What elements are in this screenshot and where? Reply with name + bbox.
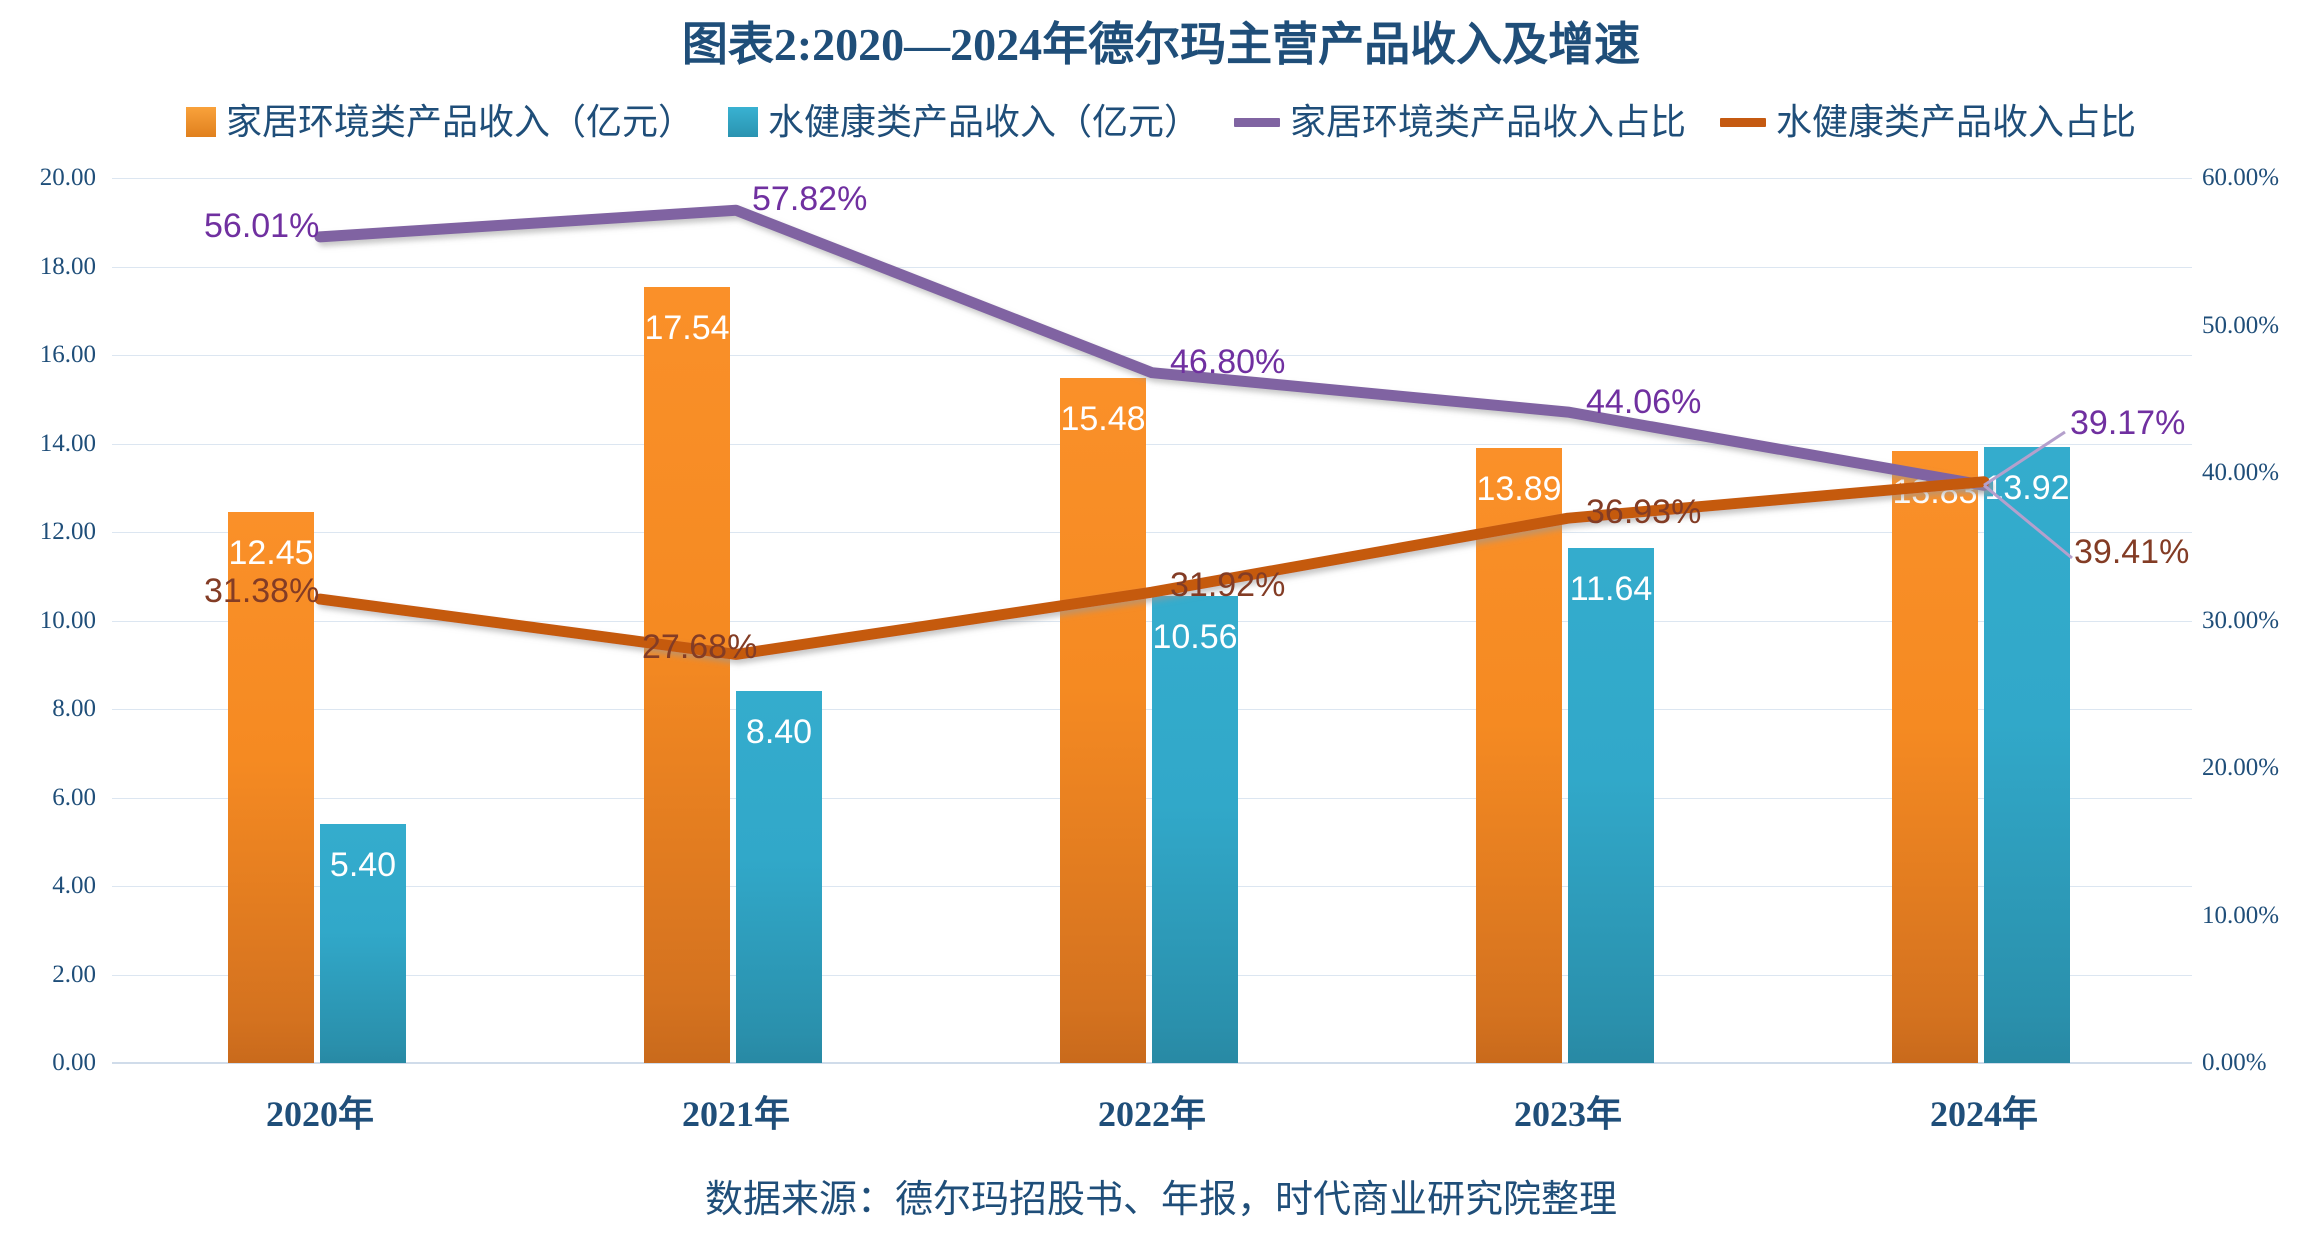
legend-swatch-square-orange (185, 107, 216, 137)
chart-legend: 家居环境类产品收入（亿元） 水健康类产品收入（亿元） 家居环境类产品收入占比 水… (0, 104, 2322, 140)
left-axis-tick: 14.00 (39, 429, 96, 457)
bar-value-label: 17.54 (644, 308, 730, 347)
gridline (112, 178, 2192, 179)
right-axis-tick: 60.00% (2202, 164, 2280, 191)
axis-baseline (112, 1062, 2192, 1064)
line-label-brown-2021: 27.68% (642, 628, 758, 666)
bar-value-label: 13.89 (1476, 470, 1562, 509)
legend-item-water-health-revenue[interactable]: 水健康类产品收入（亿元） (727, 102, 1200, 142)
legend-swatch-square-blue (727, 107, 758, 137)
right-axis-tick: 50.00% (2202, 311, 2280, 339)
bar-value-label: 5.40 (329, 846, 397, 885)
x-axis-label-2024: 2024年 (1929, 1094, 2038, 1134)
bar-blue-2023[interactable]: 11.64 (1568, 547, 1654, 1063)
left-axis-tick: 8.00 (52, 695, 96, 722)
right-axis-tick: 0.00% (2202, 1049, 2267, 1076)
legend-item-home-environment-share[interactable]: 家居环境类产品收入占比 (1234, 104, 1686, 140)
gridline (112, 532, 2192, 533)
bar-orange-2021[interactable]: 17.54 (644, 286, 730, 1063)
left-axis-tick: 10.00 (39, 606, 96, 634)
legend-swatch-line-purple (1234, 117, 1280, 127)
line-label-purple-2020: 56.01% (204, 207, 320, 245)
bar-value-label: 11.64 (1569, 569, 1653, 608)
line-label-brown-2023: 36.93% (1586, 493, 1702, 531)
legend-item-water-health-share[interactable]: 水健康类产品收入占比 (1720, 104, 2136, 140)
legend-item-home-environment-revenue[interactable]: 家居环境类产品收入（亿元） (185, 102, 694, 142)
left-axis-tick: 4.00 (52, 872, 96, 899)
left-axis-tick: 0.00 (52, 1049, 96, 1076)
bar-value-label: 12.45 (228, 534, 314, 573)
right-axis-tick: 40.00% (2202, 459, 2280, 486)
left-axis-tick: 2.00 (52, 960, 96, 988)
legend-label: 家居环境类产品收入（亿元） (225, 102, 694, 142)
gridline (112, 355, 2192, 356)
line-water-health-share[interactable] (314, 476, 1990, 660)
left-axis-tick: 12.00 (39, 518, 96, 545)
x-axis-label-2023: 2023年 (1513, 1094, 1622, 1134)
line-series-layer (314, 204, 2073, 660)
plot-area: 12.45 5.40 17.54 8.40 15.48 10.56 13.89 … (112, 178, 2192, 1064)
bar-value-label: 8.40 (745, 713, 813, 752)
line-label-purple-2021: 57.82% (752, 180, 868, 218)
bar-blue-2021[interactable]: 8.40 (736, 691, 822, 1063)
bar-blue-2022[interactable]: 10.56 (1152, 595, 1238, 1063)
line-label-brown-2022: 31.92% (1170, 566, 1286, 604)
x-axis-label-2021: 2021年 (681, 1094, 790, 1134)
bar-orange-2022[interactable]: 15.48 (1060, 378, 1146, 1063)
bar-blue-2024[interactable]: 13.92 (1984, 447, 2070, 1063)
right-axis-tick: 20.00% (2202, 754, 2280, 781)
legend-swatch-line-brown (1720, 117, 1767, 127)
right-axis-tick: 30.00% (2202, 606, 2280, 634)
bar-value-label: 15.48 (1060, 400, 1146, 438)
right-axis-tick: 10.00% (2202, 901, 2280, 929)
legend-label: 水健康类产品收入（亿元） (767, 102, 1200, 142)
leader-line-2024-upper (1983, 430, 2066, 487)
line-label-brown-2024: 39.41% (2074, 533, 2190, 571)
line-label-purple-2024: 39.17% (2070, 404, 2186, 442)
line-home-environment-share[interactable] (314, 204, 1990, 491)
left-axis-tick: 20.00 (39, 164, 96, 191)
bar-value-label: 10.56 (1152, 617, 1238, 656)
legend-label: 家居环境类产品收入占比 (1290, 102, 1687, 142)
line-label-purple-2022: 46.80% (1170, 343, 1286, 381)
line-label-purple-2023: 44.06% (1586, 383, 1702, 421)
gridline (112, 443, 2192, 445)
left-axis-tick: 18.00 (39, 252, 96, 280)
left-axis-tick: 16.00 (39, 341, 96, 368)
x-axis-label-2022: 2022年 (1097, 1094, 1206, 1134)
gridline (112, 266, 2192, 268)
legend-label: 水健康类产品收入占比 (1776, 102, 2137, 142)
chart-title: 图表2:2020—2024年德尔玛主营产品收入及增速 (681, 19, 1641, 70)
x-axis-label-2020: 2020年 (265, 1094, 374, 1134)
line-label-brown-2020: 31.38% (204, 572, 320, 610)
bar-orange-2023[interactable]: 13.89 (1476, 448, 1562, 1063)
bar-blue-2020[interactable]: 5.40 (320, 824, 406, 1063)
leader-line-2024-lower (1983, 484, 2073, 560)
left-axis-tick: 6.00 (52, 783, 96, 811)
bar-orange-2020[interactable]: 12.45 (228, 512, 314, 1063)
chart-source-note: 数据来源：德尔玛招股书、年报，时代商业研究院整理 (704, 1179, 1617, 1221)
